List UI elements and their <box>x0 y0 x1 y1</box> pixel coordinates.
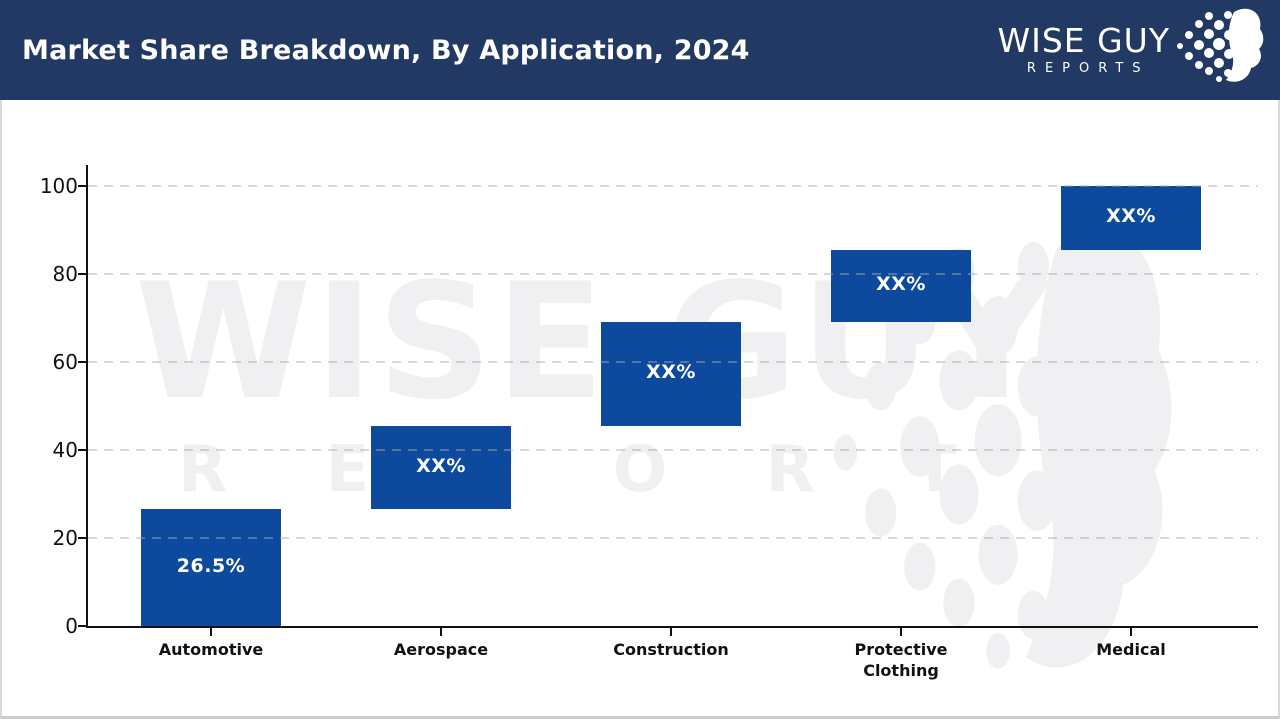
y-tick-label-40: 40 <box>52 438 78 462</box>
logo-text: WISE GUY REPORTS <box>997 21 1170 76</box>
y-tick-0 <box>78 625 86 627</box>
x-category-label: Construction <box>613 640 729 659</box>
bar-value-label: 26.5% <box>176 554 246 577</box>
bar-value-label: XX% <box>876 273 926 296</box>
gridline-60 <box>88 361 1258 363</box>
gridline-40 <box>88 449 1258 451</box>
y-tick-label-100: 100 <box>39 174 78 198</box>
bar-value-label: XX% <box>646 361 696 384</box>
x-category-label: Aerospace <box>393 640 489 659</box>
logo-wordmark: WISE GUY <box>997 20 1170 60</box>
x-tick-0 <box>210 628 212 636</box>
x-category-label: Protective Clothing <box>854 640 948 680</box>
gridline-20 <box>88 537 1258 539</box>
y-tick-label-20: 20 <box>52 526 78 550</box>
gridline-100 <box>88 185 1258 187</box>
y-tick-40 <box>78 449 86 451</box>
y-tick-60 <box>78 361 86 363</box>
y-tick-100 <box>78 185 86 187</box>
watermark-face-icon <box>833 228 1172 669</box>
x-tick-4 <box>1130 628 1132 636</box>
x-tick-3 <box>900 628 902 636</box>
wise-guy-face-icon <box>1177 8 1264 82</box>
logo-subtitle: REPORTS <box>1026 60 1150 76</box>
x-category-label: Automotive <box>158 640 264 659</box>
bar-protective-clothing <box>831 249 971 323</box>
x-tick-1 <box>440 628 442 636</box>
x-tick-2 <box>670 628 672 636</box>
bar-aerospace <box>371 425 511 510</box>
y-tick-label-0: 0 <box>65 614 78 638</box>
y-tick-label-80: 80 <box>52 262 78 286</box>
x-category-label: Medical <box>1096 640 1166 659</box>
bar-construction <box>601 322 741 426</box>
page-title: Market Share Breakdown, By Application, … <box>22 34 750 66</box>
bar-medical <box>1061 186 1201 250</box>
bar-value-label: XX% <box>1106 204 1156 227</box>
bar-value-label: XX% <box>416 454 466 477</box>
x-axis-line <box>86 626 1258 628</box>
bar-automotive <box>141 509 281 626</box>
y-tick-20 <box>78 537 86 539</box>
y-tick-80 <box>78 273 86 275</box>
y-tick-label-60: 60 <box>52 350 78 374</box>
y-axis-line <box>86 165 88 628</box>
gridline-80 <box>88 273 1258 275</box>
wise-guy-logo: WISE GUY REPORTS <box>997 6 1266 90</box>
header-bar: Market Share Breakdown, By Application, … <box>0 0 1280 100</box>
